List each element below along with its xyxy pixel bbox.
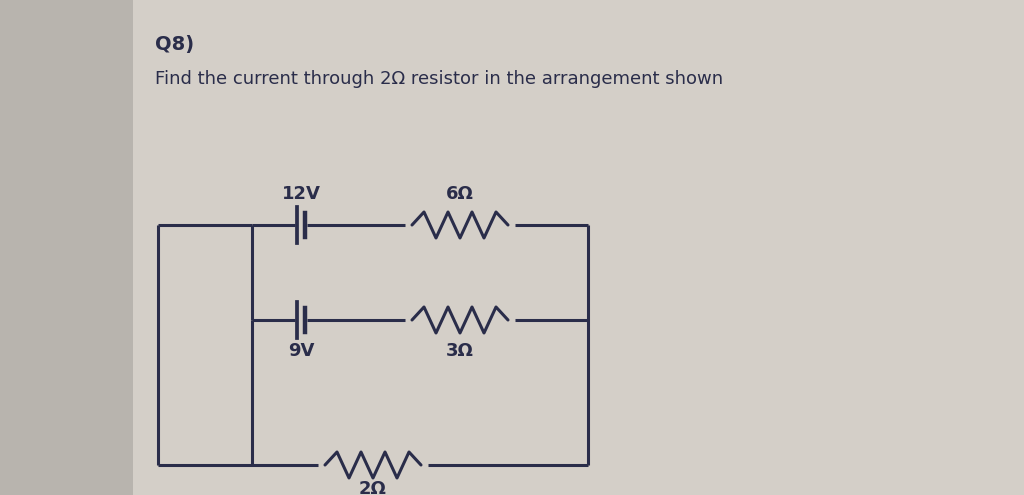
Bar xyxy=(133,0,1024,495)
Text: 12V: 12V xyxy=(282,185,321,203)
Text: Q8): Q8) xyxy=(155,35,195,54)
Text: 9V: 9V xyxy=(288,342,314,360)
Text: 2Ω: 2Ω xyxy=(359,480,387,495)
Text: 3Ω: 3Ω xyxy=(446,342,474,360)
Text: Find the current through 2Ω resistor in the arrangement shown: Find the current through 2Ω resistor in … xyxy=(155,70,723,88)
Text: 6Ω: 6Ω xyxy=(446,185,474,203)
